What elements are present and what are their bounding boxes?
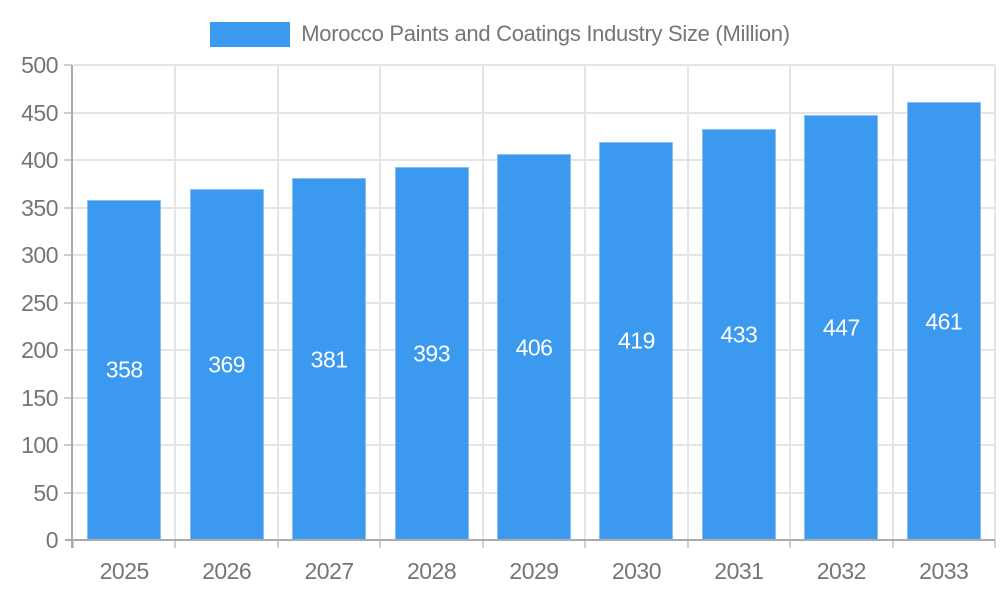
y-axis-tick (64, 254, 72, 256)
x-grid-line (584, 65, 587, 540)
x-axis-tick-label: 2028 (406, 558, 457, 584)
x-grid-line (276, 65, 279, 540)
plot-area: 358 369 381 393 406 419 433 447 461 (73, 64, 996, 540)
bar-value-label: 358 (105, 356, 143, 383)
y-axis-tick-label: 300 (21, 242, 58, 268)
x-axis-tick-label: 2032 (816, 558, 867, 584)
x-axis-line (65, 539, 995, 541)
x-axis-tick-label: 2029 (509, 558, 559, 584)
legend-swatch (210, 21, 291, 47)
bar-value-label: 447 (822, 314, 860, 341)
x-axis-tick-label: 2033 (919, 558, 969, 584)
bar[interactable]: 369 (189, 189, 264, 540)
bar[interactable]: 381 (292, 178, 367, 540)
y-axis-tick-label: 50 (33, 479, 58, 506)
x-axis-tick (994, 540, 996, 548)
x-axis-tick-label: 2030 (611, 558, 662, 584)
bar[interactable]: 406 (497, 154, 571, 540)
y-axis-tick (64, 301, 72, 304)
y-grid-line (73, 64, 995, 66)
x-grid-line (481, 65, 484, 540)
bar[interactable]: 419 (599, 141, 674, 540)
y-axis-tick (64, 491, 72, 494)
x-axis-tick (686, 540, 689, 548)
x-grid-line (174, 65, 177, 540)
y-axis-tick-label: 0 (45, 527, 59, 553)
bar[interactable]: 447 (804, 115, 879, 540)
x-grid-line (789, 65, 792, 540)
y-axis-tick-label: 200 (21, 337, 58, 363)
x-axis-tick-label: 2031 (714, 558, 764, 584)
bar-value-label: 406 (515, 334, 553, 361)
y-axis-tick-label: 400 (21, 147, 58, 173)
y-axis-tick-label: 500 (21, 52, 58, 78)
x-axis-tick (174, 540, 177, 548)
bar-value-label: 393 (413, 340, 450, 367)
y-axis-tick (64, 206, 72, 209)
x-axis-tick (584, 540, 587, 548)
bar-value-label: 381 (310, 346, 348, 373)
x-axis-tick-label: 2026 (202, 558, 252, 584)
x-grid-line (891, 65, 894, 540)
x-axis-tick (72, 540, 74, 548)
x-axis-tick (481, 540, 484, 548)
y-grid-line (73, 111, 995, 114)
bar[interactable]: 393 (394, 166, 469, 540)
x-axis-tick (276, 540, 279, 548)
x-axis-tick (891, 540, 894, 548)
x-grid-line (686, 65, 689, 540)
y-axis-tick (64, 349, 72, 351)
x-axis-tick (789, 540, 792, 548)
x-axis-tick (379, 540, 382, 548)
bar-value-label: 419 (618, 327, 655, 354)
y-axis-tick-label: 250 (21, 289, 58, 316)
y-axis-line (71, 65, 73, 548)
y-axis-tick (64, 64, 72, 66)
x-axis-tick-label: 2025 (99, 558, 150, 584)
bar-value-label: 461 (925, 308, 963, 335)
bar[interactable]: 433 (701, 128, 776, 540)
bar[interactable]: 461 (906, 102, 981, 540)
x-grid-line (994, 65, 996, 540)
legend-label: Morocco Paints and Coatings Industry Siz… (301, 21, 790, 46)
y-axis-tick-label: 350 (21, 194, 58, 221)
bar-value-label: 369 (208, 351, 246, 378)
y-axis-tick-label: 450 (21, 99, 58, 126)
x-grid-line (379, 65, 382, 540)
y-axis-tick-label: 100 (21, 432, 58, 458)
y-axis-tick (64, 444, 72, 446)
bar-value-label: 433 (720, 321, 758, 348)
y-axis-tick-label: 150 (21, 384, 58, 411)
legend[interactable]: Morocco Paints and Coatings Industry Siz… (0, 20, 1000, 48)
bar[interactable]: 358 (87, 199, 162, 540)
x-axis-tick-label: 2027 (304, 558, 355, 584)
y-axis-tick (64, 159, 72, 161)
y-axis-tick (64, 111, 72, 114)
y-axis-tick (64, 396, 72, 399)
